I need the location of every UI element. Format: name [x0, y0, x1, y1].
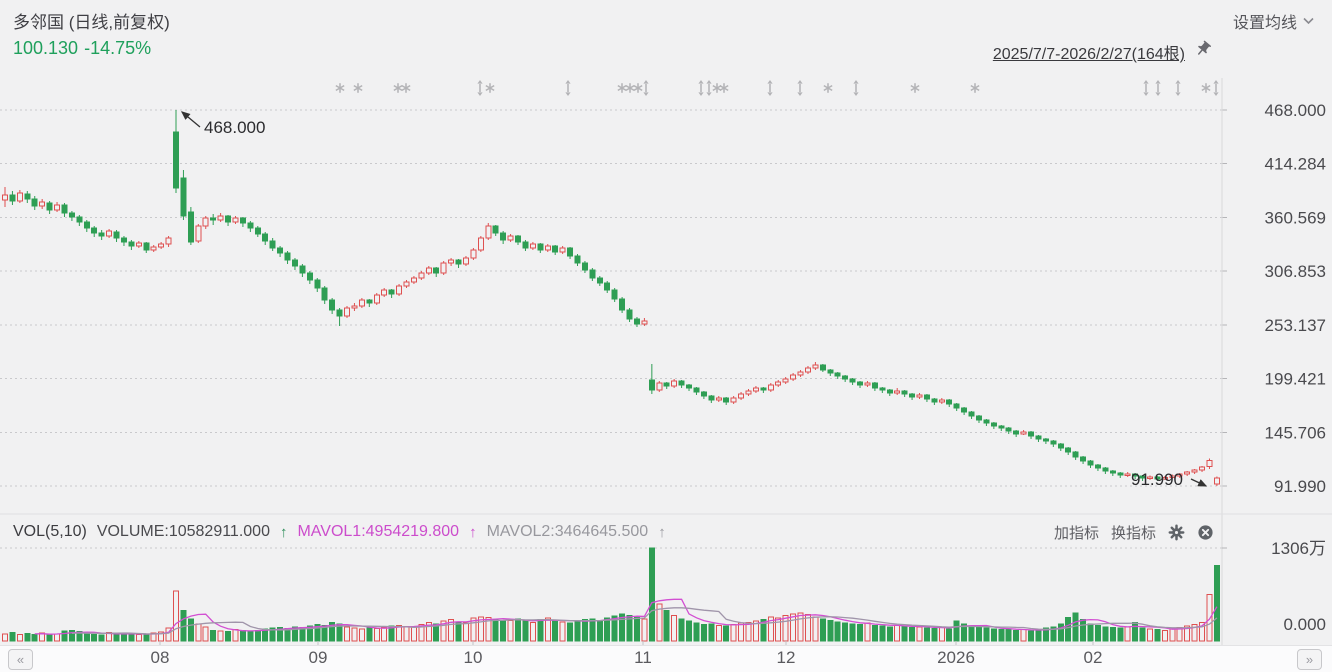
x-axis-label: 02	[1083, 648, 1103, 667]
event-flake-icon[interactable]	[633, 83, 643, 93]
volume-up-arrow-icon: ↑	[279, 523, 288, 541]
event-updown-icon[interactable]	[706, 80, 712, 96]
event-updown-icon[interactable]	[565, 80, 571, 96]
event-updown-icon[interactable]	[643, 80, 649, 96]
event-flake-icon[interactable]	[485, 83, 495, 93]
event-flake-icon[interactable]	[712, 83, 722, 93]
price-axis-label: 306.853	[1265, 262, 1326, 281]
event-flake-icon[interactable]	[617, 83, 627, 93]
vol-indicator-label: VOL(5,10)	[13, 523, 87, 540]
add-indicator-button[interactable]: 加指标	[1053, 524, 1099, 542]
pin-icon[interactable]	[1194, 40, 1212, 63]
switch-indicator-button[interactable]: 换指标	[1110, 524, 1156, 542]
event-updown-icon[interactable]	[1175, 80, 1181, 96]
last-price: 100.130	[13, 38, 79, 58]
event-flake-icon[interactable]	[625, 83, 635, 93]
event-flake-icon[interactable]	[401, 83, 411, 93]
event-flake-icon[interactable]	[353, 83, 363, 93]
x-axis-label: 12	[776, 648, 796, 667]
instrument-title: 多邻国 (日线,前复权)	[13, 13, 170, 32]
event-updown-icon[interactable]	[767, 80, 773, 96]
price-axis-label: 468.000	[1265, 101, 1326, 120]
price-axis-label: 145.706	[1265, 423, 1326, 442]
price-annotation: 91.990	[1131, 470, 1183, 489]
volume-value: VOLUME:10582911.000	[96, 523, 270, 540]
event-flake-icon[interactable]	[970, 83, 980, 93]
event-flake-icon[interactable]	[1201, 83, 1211, 93]
price-annotation: 468.000	[204, 118, 265, 137]
quote: 100.130 -14.75%	[13, 38, 157, 59]
volume-axis-label: 1306万	[1271, 539, 1326, 558]
event-flake-icon[interactable]	[910, 83, 920, 93]
mavol2-value: MAVOL2:3464645.500	[486, 523, 649, 540]
event-updown-icon[interactable]	[1155, 80, 1161, 96]
volume-axis-label: 0.000	[1283, 615, 1326, 634]
price-axis-label: 253.137	[1265, 316, 1326, 335]
ma-settings-label: 设置均线	[1232, 15, 1297, 32]
x-axis-bar: « 08 09 10 11 12 2026 02 »	[0, 645, 1332, 672]
event-updown-icon[interactable]	[698, 80, 704, 96]
x-axis-label: 08	[150, 648, 170, 667]
x-axis-label: 11	[634, 648, 652, 667]
event-flake-icon[interactable]	[335, 83, 345, 93]
chevron-down-icon	[1303, 17, 1314, 25]
price-axis-label: 414.284	[1265, 155, 1326, 174]
gear-icon[interactable]	[1168, 524, 1185, 541]
change-percent: -14.75%	[84, 38, 152, 58]
event-flake-icon[interactable]	[719, 83, 729, 93]
mavol1-up-arrow-icon: ↑	[469, 523, 477, 541]
price-axis-label: 199.421	[1265, 370, 1326, 389]
price-axis-label: 91.990	[1274, 477, 1326, 496]
mavol1-value: MAVOL1:4954219.800	[297, 523, 460, 540]
event-updown-icon[interactable]	[853, 80, 859, 96]
date-range-link[interactable]: 2025/7/7-2026/2/27(164根)	[992, 46, 1185, 63]
event-updown-icon[interactable]	[477, 80, 483, 96]
event-flake-icon[interactable]	[823, 83, 833, 93]
mavol2-up-arrow-icon: ↑	[658, 523, 666, 541]
event-updown-icon[interactable]	[1213, 80, 1219, 96]
scroll-left-button[interactable]: «	[8, 649, 33, 670]
x-axis-label: 09	[308, 648, 328, 667]
event-updown-icon[interactable]	[797, 80, 803, 96]
x-axis-label: 2026	[937, 648, 975, 667]
price-axis-label: 360.569	[1265, 208, 1326, 227]
ma-settings-button[interactable]: 设置均线	[1233, 9, 1314, 33]
event-flake-icon[interactable]	[393, 83, 403, 93]
close-icon[interactable]	[1197, 524, 1214, 541]
event-updown-icon[interactable]	[1143, 80, 1149, 96]
scroll-right-button[interactable]: »	[1297, 649, 1322, 670]
volume-pane-header: VOL(5,10) VOLUME:10582911.000 ↑ MAVOL1:4…	[13, 518, 1332, 546]
x-axis-label: 10	[463, 648, 483, 667]
